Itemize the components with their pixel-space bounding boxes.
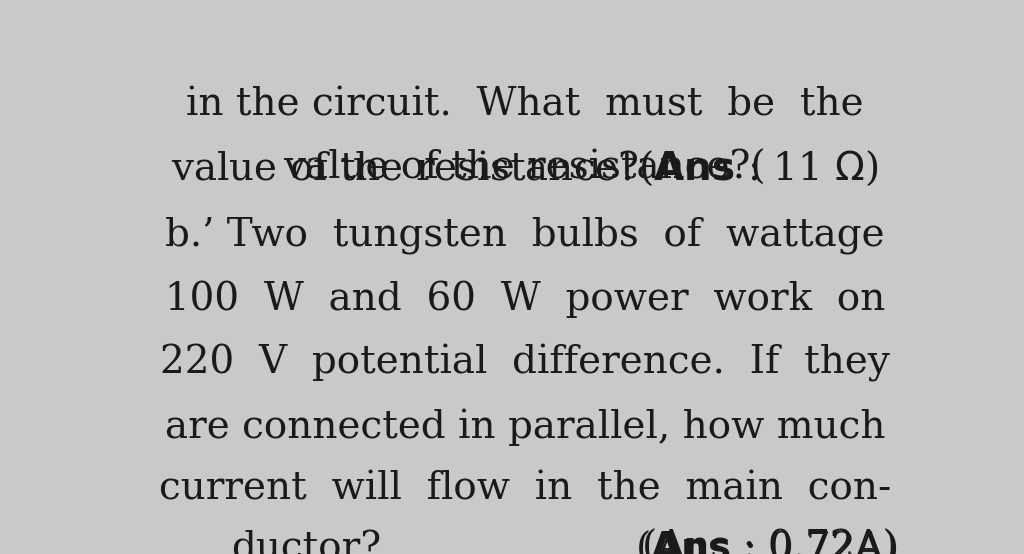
Text: are connected in parallel, how much: are connected in parallel, how much (165, 408, 885, 445)
Text: ductor?: ductor? (231, 530, 381, 554)
Text: ($\mathbf{Ans}$ : 0.72A): ($\mathbf{Ans}$ : 0.72A) (635, 529, 898, 554)
Text: (Ans : 0.72A): (Ans : 0.72A) (642, 530, 898, 554)
Text: value of the resistance?($\mathbf{Ans}$ : 11 $\Omega$): value of the resistance?($\mathbf{Ans}$ … (171, 149, 879, 188)
Text: in the circuit.  What  must  be  the: in the circuit. What must be the (186, 86, 863, 124)
Text: b.’ Two  tungsten  bulbs  of  wattage: b.’ Two tungsten bulbs of wattage (165, 216, 885, 254)
Text: 100  W  and  60  W  power  work  on: 100 W and 60 W power work on (165, 280, 885, 317)
Text: 220  V  potential  difference.  If  they: 220 V potential difference. If they (160, 344, 890, 382)
Text: value of the resistance?(: value of the resistance?( (284, 150, 766, 187)
Text: current  will  flow  in  the  main  con-: current will flow in the main con- (159, 470, 891, 507)
